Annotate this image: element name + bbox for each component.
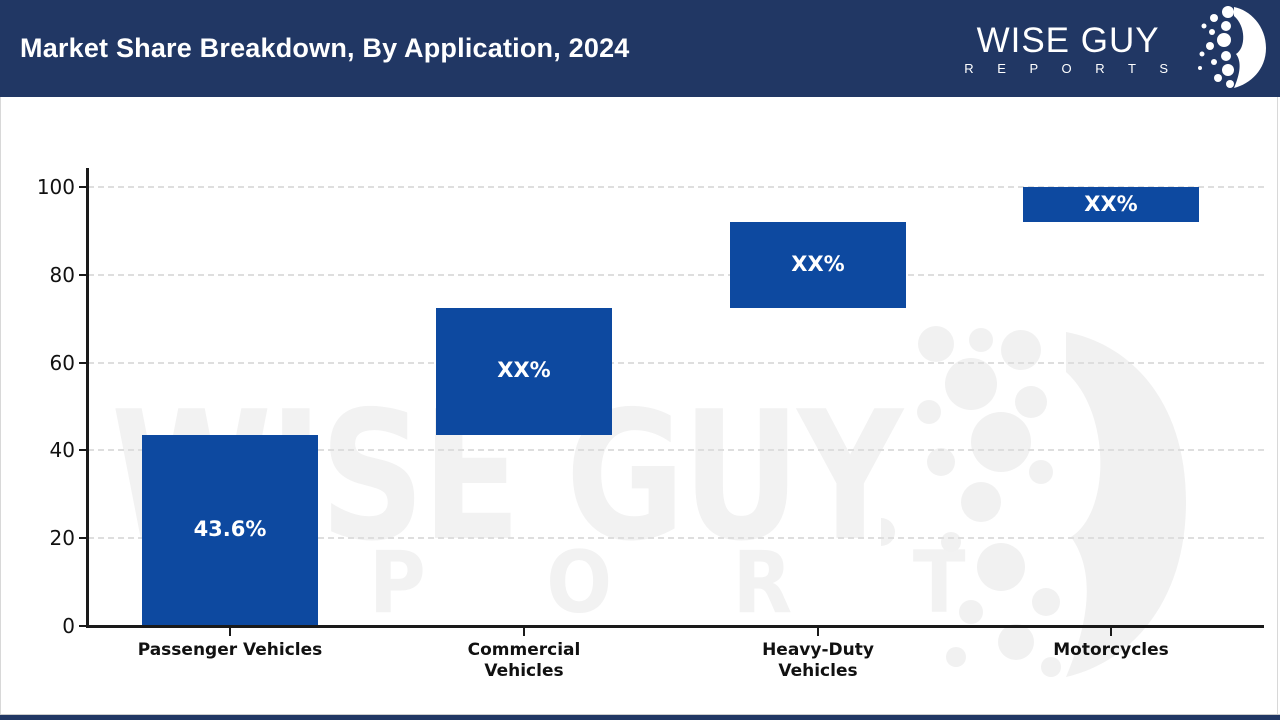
page-title: Market Share Breakdown, By Application, … xyxy=(20,33,630,63)
logo-text: WISE GUY R E P O R T S xyxy=(958,23,1178,75)
bar-2 xyxy=(436,308,612,435)
x-category-label-3: Heavy-Duty Vehicles xyxy=(762,640,874,681)
header-bar: Market Share Breakdown, By Application, … xyxy=(0,0,1280,97)
y-tick-60 xyxy=(79,361,88,364)
bar-3 xyxy=(730,222,906,309)
y-tick-label-100: 100 xyxy=(36,175,75,199)
gridline-40 xyxy=(88,449,1264,452)
gridline-60 xyxy=(88,361,1264,364)
x-category-label-1: Passenger Vehicles xyxy=(137,640,323,660)
logo-subtitle: R E P O R T S xyxy=(964,60,1178,76)
gridline-20 xyxy=(88,537,1264,540)
x-tick-4 xyxy=(1110,627,1112,636)
logo-wordmark: WISE GUY xyxy=(976,20,1160,60)
y-tick-label-20: 20 xyxy=(49,526,75,551)
x-tick-3 xyxy=(817,627,819,636)
y-tick-80 xyxy=(79,273,88,276)
x-tick-2 xyxy=(523,627,525,636)
wise-guy-logo: WISE GUY R E P O R T S xyxy=(958,0,1268,97)
y-tick-label-40: 40 xyxy=(49,438,75,463)
bar-value-label-4: XX% xyxy=(1084,191,1138,216)
footer-divider xyxy=(0,714,1280,715)
bar-4 xyxy=(1023,187,1199,223)
y-tick-0 xyxy=(79,625,88,627)
x-category-label-2: Commercial Vehicles xyxy=(467,640,581,681)
x-category-label-4: Motorcycles xyxy=(1053,640,1169,660)
y-tick-20 xyxy=(79,537,88,540)
watermark-face-icon xyxy=(867,322,1191,696)
bar-value-label-3: XX% xyxy=(791,252,845,277)
y-tick-label-80: 80 xyxy=(49,262,75,287)
bar-value-label-2: XX% xyxy=(497,358,551,383)
gridline-100 xyxy=(88,186,1264,188)
y-tick-100 xyxy=(79,186,88,188)
gridline-80 xyxy=(88,273,1264,276)
footer-accent-bar xyxy=(0,715,1280,720)
y-tick-label-0: 0 xyxy=(62,614,75,638)
bar-value-label-1: 43.6% xyxy=(193,517,267,542)
bar-1 xyxy=(142,434,318,626)
x-axis xyxy=(86,624,1264,628)
logo-face-icon xyxy=(1184,4,1268,94)
y-axis xyxy=(86,168,89,628)
y-tick-40 xyxy=(79,449,88,452)
y-tick-label-60: 60 xyxy=(49,350,75,375)
x-tick-1 xyxy=(229,627,231,636)
